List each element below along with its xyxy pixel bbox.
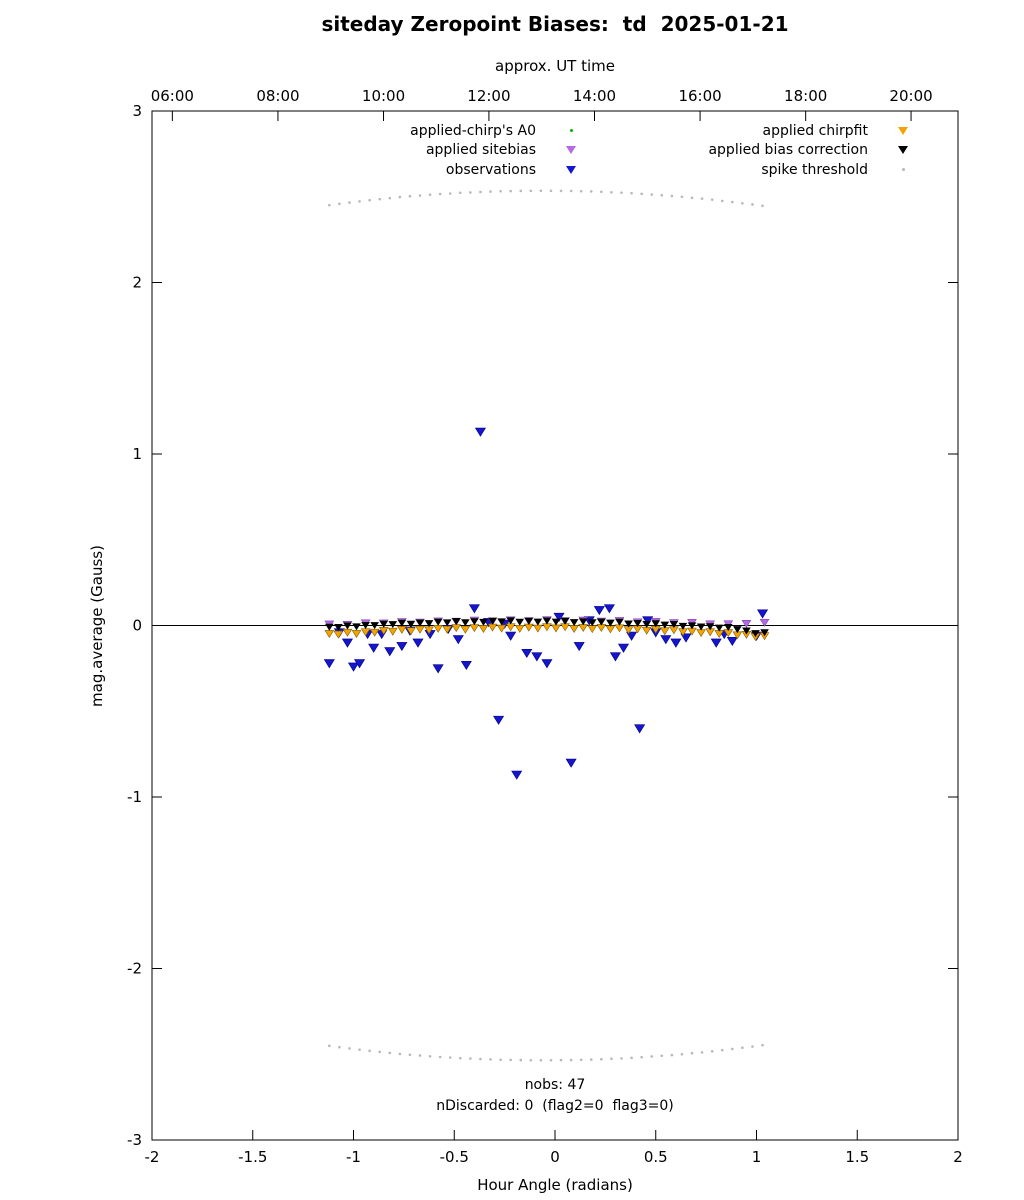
svg-text:-2: -2 (127, 960, 142, 978)
legend-item-applied-sitebias: applied sitebias (300, 141, 606, 161)
svg-text:08:00: 08:00 (256, 87, 299, 105)
svg-text:14:00: 14:00 (573, 87, 616, 105)
series-observations (323, 427, 769, 780)
legend-label: applied-chirp's A0 (410, 122, 536, 139)
black-triangle-down-icon (898, 146, 908, 155)
legend-label: spike threshold (761, 161, 868, 178)
legend-right-column: applied chirpfit applied bias correction… (632, 121, 938, 180)
series-applied-chirpfit (324, 623, 770, 642)
svg-text:0.5: 0.5 (644, 1148, 668, 1166)
legend-item-applied-chirpfit: applied chirpfit (632, 121, 938, 141)
legend-item-applied-bias-correction: applied bias correction (632, 141, 938, 161)
orange-triangle-down-icon (898, 126, 908, 135)
legend-item-spike-threshold: spike threshold (632, 160, 938, 180)
chart-title: siteday Zeropoint Biases: td 2025-01-21 (321, 12, 789, 36)
gray-dot-icon (901, 168, 905, 172)
svg-text:1.5: 1.5 (845, 1148, 869, 1166)
svg-text:06:00: 06:00 (151, 87, 194, 105)
svg-text:1: 1 (752, 1148, 762, 1166)
x-axis-label: Hour Angle (radians) (477, 1176, 633, 1194)
svg-text:20:00: 20:00 (889, 87, 932, 105)
series-spike-threshold-upper (328, 189, 764, 208)
svg-text:-0.5: -0.5 (440, 1148, 469, 1166)
svg-text:3: 3 (132, 102, 142, 120)
series-spike-threshold-lower (328, 1043, 764, 1062)
annotation-nobs: nobs: 47 (524, 1077, 586, 1093)
legend-label: applied bias correction (708, 142, 868, 159)
svg-text:-2: -2 (145, 1148, 160, 1166)
svg-text:-3: -3 (127, 1131, 142, 1149)
svg-text:-1.5: -1.5 (238, 1148, 267, 1166)
annotation-ndiscarded: nDiscarded: 0 (flag2=0 flag3=0) (436, 1098, 674, 1114)
y-axis-ticks: -3 -2 -1 0 1 2 3 (127, 102, 958, 1149)
blue-triangle-down-icon (566, 165, 576, 174)
svg-text:16:00: 16:00 (678, 87, 721, 105)
svg-text:10:00: 10:00 (362, 87, 405, 105)
svg-text:2: 2 (132, 274, 142, 292)
legend-left-column: applied-chirp's A0 applied sitebias obse… (300, 121, 606, 180)
svg-text:0: 0 (132, 617, 142, 635)
legend-item-observations: observations (300, 160, 606, 180)
top-axis-label: approx. UT time (495, 57, 615, 75)
svg-text:12:00: 12:00 (467, 87, 510, 105)
svg-text:-1: -1 (346, 1148, 361, 1166)
svg-text:-1: -1 (127, 788, 142, 806)
x-axis-ticks: -2 -1.5 -1 -0.5 0 0.5 1 1.5 2 (145, 1130, 963, 1166)
series-applied-bias-correction (325, 617, 769, 638)
svg-text:18:00: 18:00 (784, 87, 827, 105)
legend-label: applied sitebias (425, 142, 536, 159)
svg-text:1: 1 (132, 445, 142, 463)
legend-label: applied chirpfit (762, 122, 869, 139)
purple-triangle-down-icon (566, 146, 576, 155)
svg-text:0: 0 (550, 1148, 560, 1166)
green-dot-icon (569, 129, 573, 133)
x2-axis-ticks: 06:00 08:00 10:00 12:00 14:00 16:00 18:00 20:00 (151, 87, 933, 121)
legend-label: observations (445, 161, 536, 178)
y-axis-label: mag.average (Gauss) (88, 545, 106, 707)
svg-text:2: 2 (953, 1148, 963, 1166)
legend-item-applied-chirps-a0: applied-chirp's A0 (300, 121, 606, 141)
